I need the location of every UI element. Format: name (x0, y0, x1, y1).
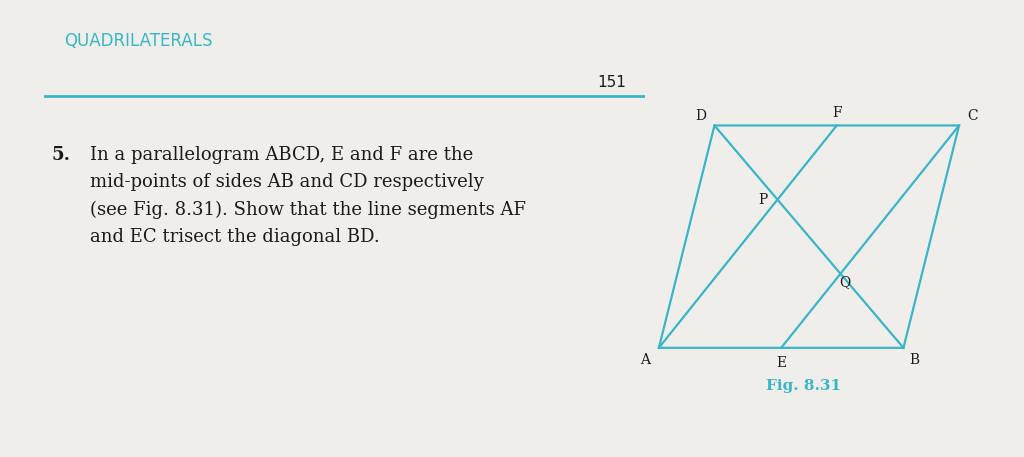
Text: A: A (641, 353, 650, 367)
Text: Q: Q (839, 275, 850, 289)
Text: Fig. 8.31: Fig. 8.31 (766, 379, 841, 393)
Text: F: F (831, 106, 842, 121)
Text: 151: 151 (597, 75, 626, 90)
Text: E: E (776, 356, 786, 370)
Text: In a parallelogram ABCD, E and F are the
mid-points of sides AB and CD respectiv: In a parallelogram ABCD, E and F are the… (90, 146, 526, 246)
Text: P: P (758, 192, 767, 207)
Text: D: D (695, 109, 707, 123)
Text: C: C (967, 109, 978, 123)
Text: 5.: 5. (51, 146, 71, 164)
Text: QUADRILATERALS: QUADRILATERALS (65, 32, 213, 50)
Text: B: B (909, 353, 920, 367)
